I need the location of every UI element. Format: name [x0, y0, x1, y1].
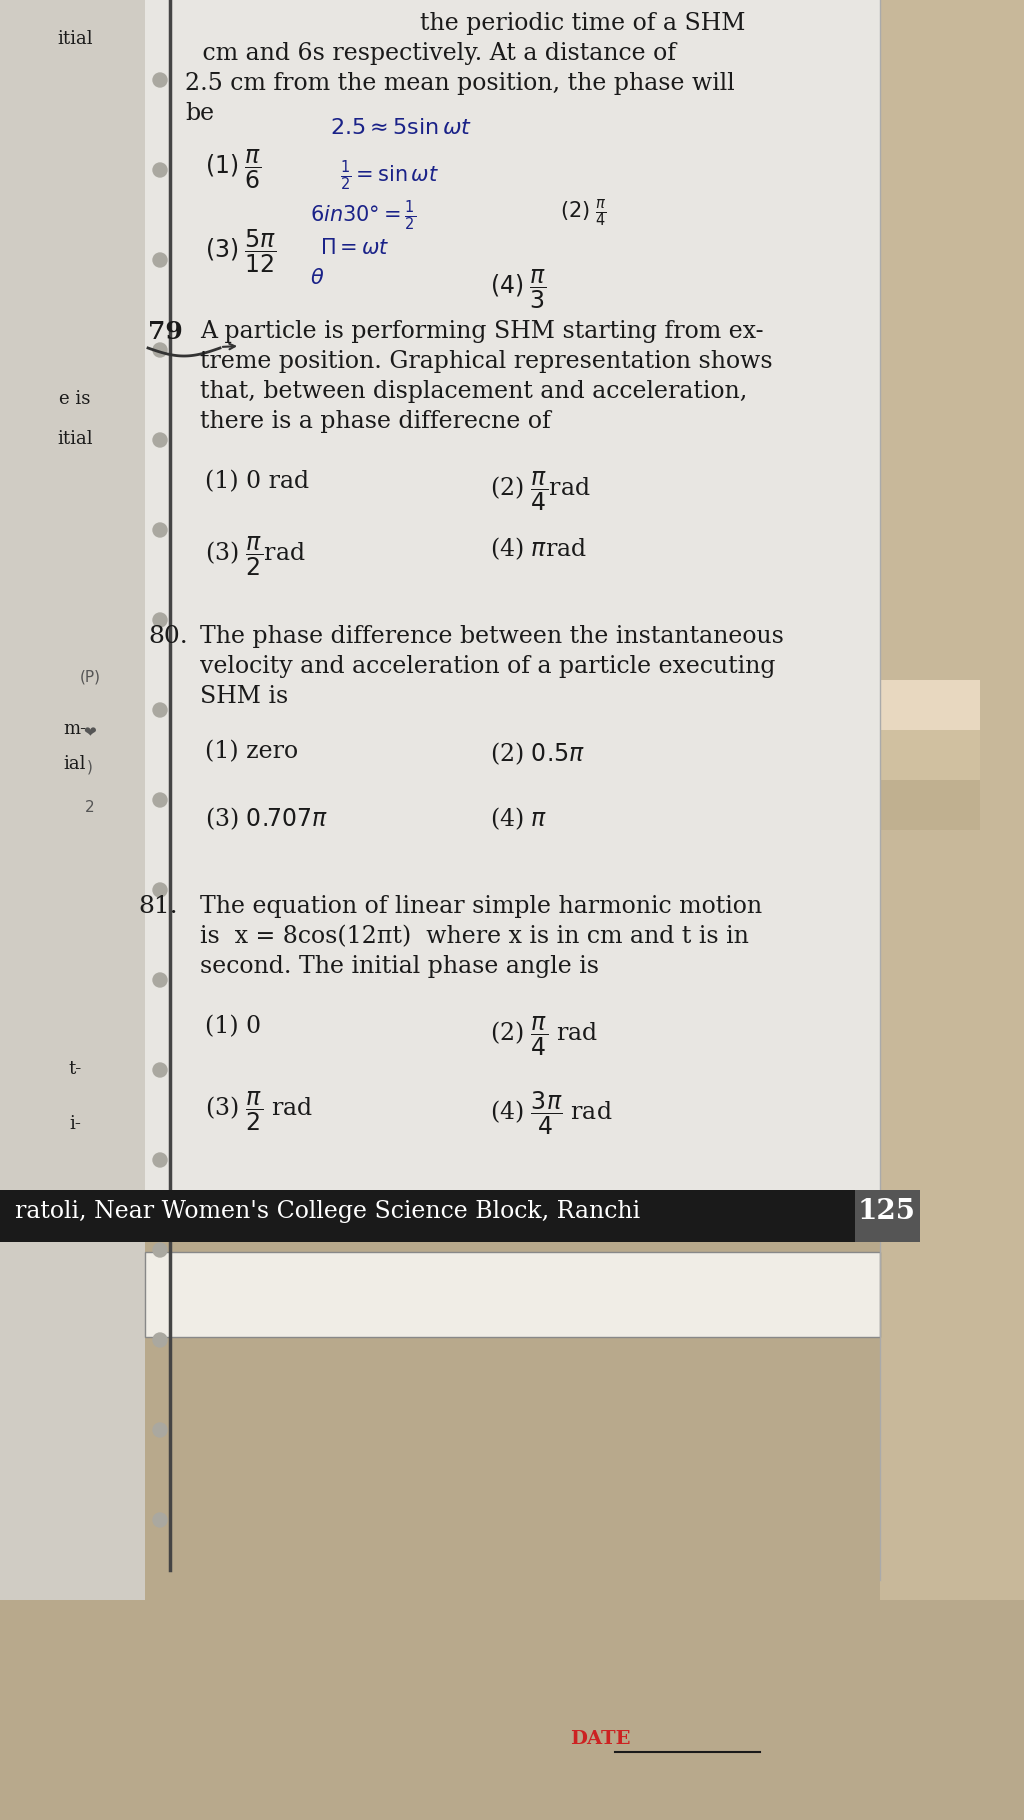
Text: $\theta$: $\theta$ — [310, 268, 325, 288]
Text: 2.5 cm from the mean position, the phase will: 2.5 cm from the mean position, the phase… — [185, 73, 735, 95]
Text: itial: itial — [57, 29, 93, 47]
Text: the periodic time of a SHM: the periodic time of a SHM — [420, 13, 745, 35]
Circle shape — [153, 342, 167, 357]
Bar — [0, 1190, 920, 1241]
Bar — [880, 781, 980, 830]
Text: t-: t- — [69, 1059, 82, 1077]
Text: ial: ial — [63, 755, 86, 774]
Text: velocity and acceleration of a particle executing: velocity and acceleration of a particle … — [200, 655, 775, 679]
Text: $(2)\;\frac{\pi}{4}$: $(2)\;\frac{\pi}{4}$ — [560, 198, 606, 229]
Circle shape — [153, 974, 167, 986]
Text: 81.: 81. — [138, 895, 177, 917]
Text: treme position. Graphical representation shows: treme position. Graphical representation… — [200, 349, 773, 373]
Text: The phase difference between the instantaneous: The phase difference between the instant… — [200, 624, 784, 648]
Text: $\frac{1}{2} = \sin\omega t\;\;$: $\frac{1}{2} = \sin\omega t\;\;$ — [340, 158, 439, 193]
Text: 79: 79 — [148, 320, 183, 344]
Bar — [880, 681, 980, 730]
Text: 125: 125 — [858, 1198, 916, 1225]
Circle shape — [153, 522, 167, 537]
Text: (1) 0 rad: (1) 0 rad — [205, 470, 309, 493]
Bar — [880, 730, 980, 781]
Text: (2) $\dfrac{\pi}{4}$rad: (2) $\dfrac{\pi}{4}$rad — [490, 470, 591, 513]
Text: 80.: 80. — [148, 624, 187, 648]
Text: (3) $\dfrac{\pi}{2}$rad: (3) $\dfrac{\pi}{2}$rad — [205, 535, 306, 579]
Circle shape — [153, 613, 167, 628]
Circle shape — [153, 433, 167, 448]
Text: ): ) — [87, 761, 93, 775]
Bar — [0, 1241, 1024, 1820]
Text: ratoli, Near Women's College Science Block, Ranchi: ratoli, Near Women's College Science Blo… — [15, 1199, 640, 1223]
Text: (P): (P) — [80, 670, 100, 684]
Text: (4) $\pi$: (4) $\pi$ — [490, 804, 548, 832]
Text: The equation of linear simple harmonic motion: The equation of linear simple harmonic m… — [200, 895, 762, 917]
Text: e is: e is — [59, 389, 91, 408]
Text: $\Pi = \omega t$: $\Pi = \omega t$ — [319, 238, 389, 258]
Text: cm and 6s respectively. At a distance of: cm and 6s respectively. At a distance of — [195, 42, 676, 66]
Text: $(1)\;\dfrac{\pi}{6}$: $(1)\;\dfrac{\pi}{6}$ — [205, 147, 262, 191]
Bar — [855, 1190, 920, 1241]
Circle shape — [153, 883, 167, 897]
Text: (4) $\dfrac{3\pi}{4}$ rad: (4) $\dfrac{3\pi}{4}$ rad — [490, 1090, 612, 1138]
Text: SHM is: SHM is — [200, 684, 288, 708]
Circle shape — [153, 794, 167, 806]
Text: 2: 2 — [85, 801, 95, 815]
Text: $2.5 \approx 5\sin\omega t$: $2.5 \approx 5\sin\omega t$ — [330, 118, 472, 138]
Text: that, between displacement and acceleration,: that, between displacement and accelerat… — [200, 380, 748, 402]
Text: $6in30° = \frac{1}{2}$: $6in30° = \frac{1}{2}$ — [310, 198, 416, 233]
Text: itial: itial — [57, 430, 93, 448]
Circle shape — [153, 253, 167, 268]
Circle shape — [153, 1512, 167, 1527]
Bar — [880, 0, 1024, 1600]
Text: $(3)\;\dfrac{5\pi}{12}$: $(3)\;\dfrac{5\pi}{12}$ — [205, 228, 276, 275]
Circle shape — [153, 1154, 167, 1167]
Text: be: be — [185, 102, 214, 126]
Circle shape — [153, 73, 167, 87]
Circle shape — [153, 1063, 167, 1077]
Text: (4) $\pi$rad: (4) $\pi$rad — [490, 535, 587, 562]
Bar — [145, 0, 880, 1600]
Text: (3) $0.707\pi$: (3) $0.707\pi$ — [205, 804, 329, 832]
Text: second. The initial phase angle is: second. The initial phase angle is — [200, 956, 599, 977]
Text: (2) $0.5\pi$: (2) $0.5\pi$ — [490, 741, 585, 766]
Text: A particle is performing SHM starting from ex-: A particle is performing SHM starting fr… — [200, 320, 764, 342]
Bar — [0, 0, 145, 1600]
Circle shape — [153, 1243, 167, 1258]
Text: ❤: ❤ — [84, 724, 96, 741]
Text: DATE: DATE — [570, 1731, 631, 1747]
Text: (1) 0: (1) 0 — [205, 1016, 261, 1037]
Circle shape — [153, 703, 167, 717]
Text: (2) $\dfrac{\pi}{4}$ rad: (2) $\dfrac{\pi}{4}$ rad — [490, 1016, 598, 1059]
Bar — [0, 1600, 1024, 1820]
Circle shape — [153, 1423, 167, 1438]
Text: there is a phase differecne of: there is a phase differecne of — [200, 410, 551, 433]
Text: i-: i- — [69, 1116, 81, 1134]
Text: $(4)\;\dfrac{\pi}{3}$: $(4)\;\dfrac{\pi}{3}$ — [490, 268, 547, 311]
Circle shape — [153, 1332, 167, 1347]
Circle shape — [153, 164, 167, 177]
Text: (1) zero: (1) zero — [205, 741, 298, 763]
Bar — [145, 1252, 880, 1338]
Text: (3) $\dfrac{\pi}{2}$ rad: (3) $\dfrac{\pi}{2}$ rad — [205, 1090, 313, 1134]
Text: m-: m- — [63, 721, 87, 737]
Text: is  x = 8cos(12πt)  where x is in cm and t is in: is x = 8cos(12πt) where x is in cm and t… — [200, 925, 749, 948]
